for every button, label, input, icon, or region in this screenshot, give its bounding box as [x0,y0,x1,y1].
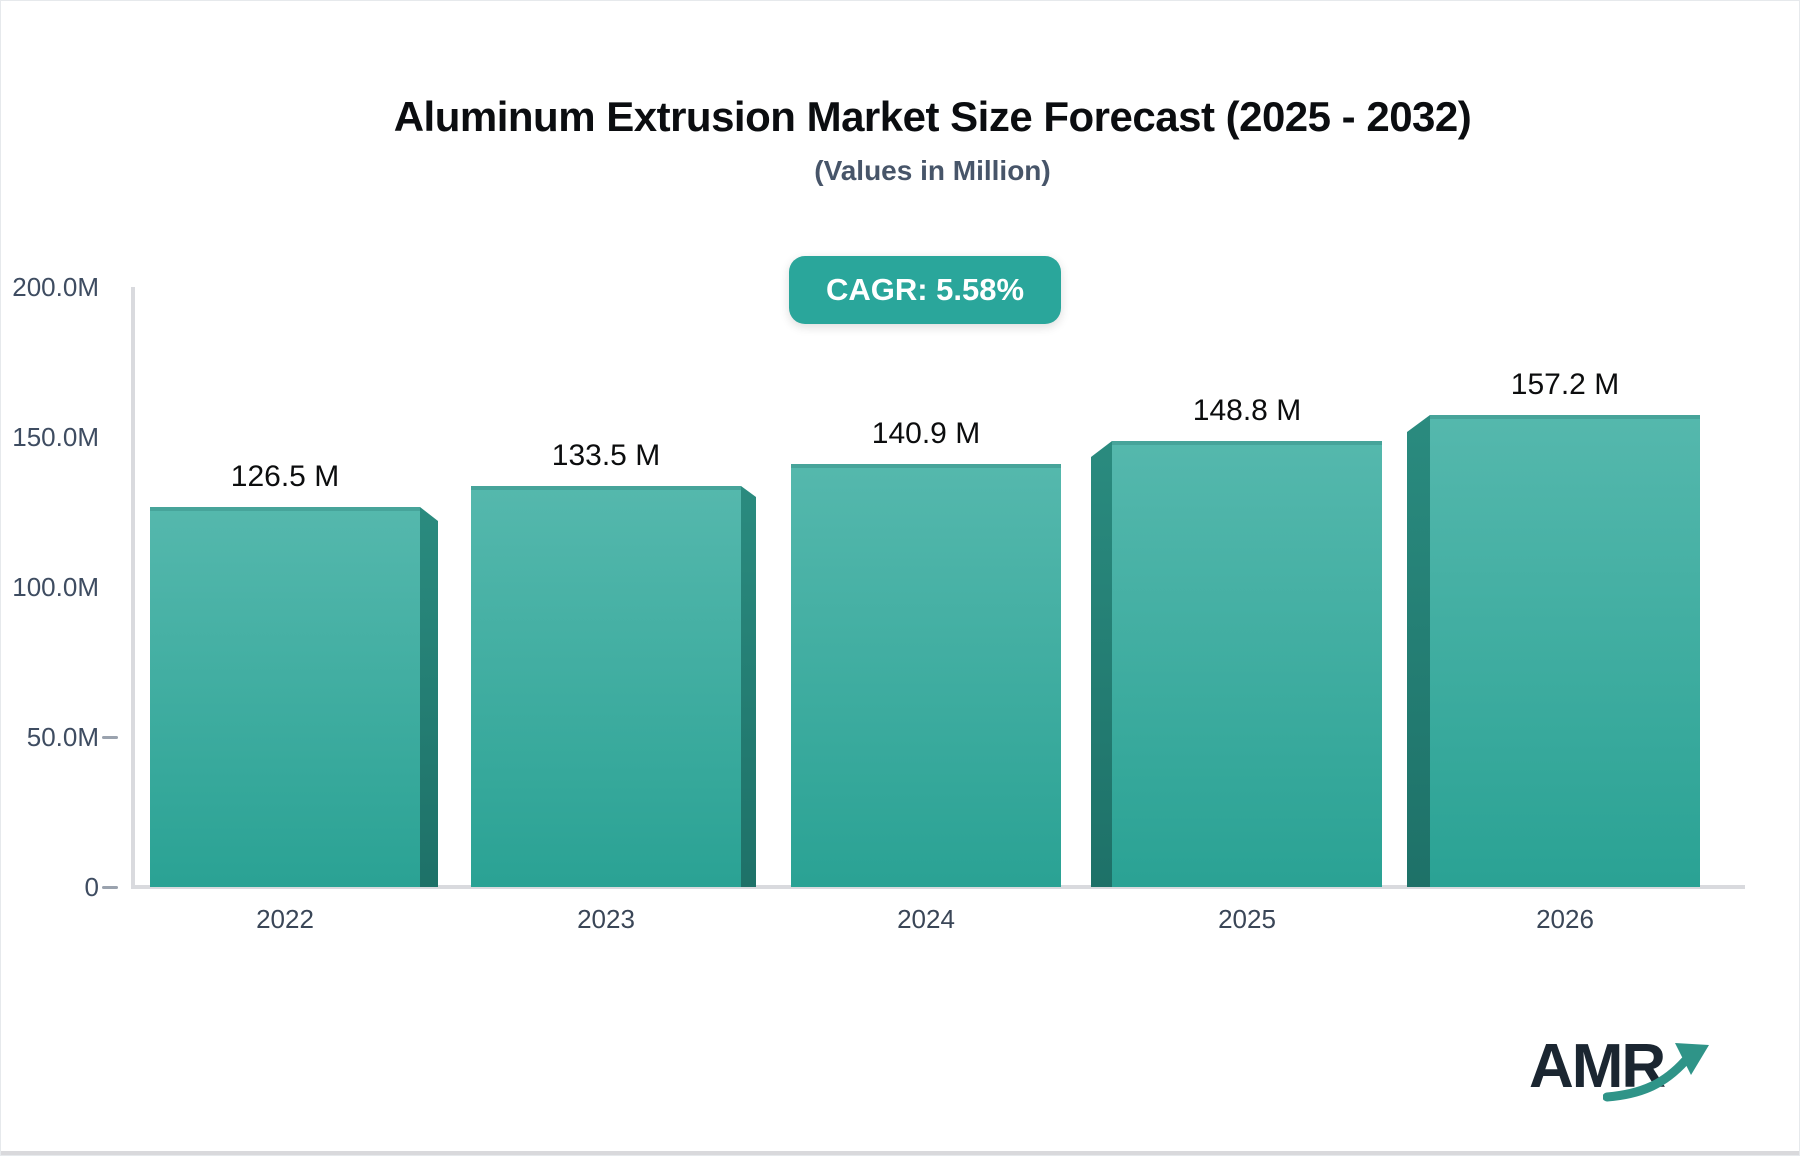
bar-value-label: 148.8 M [1192,394,1302,427]
y-tick-dash [102,736,118,739]
y-tick-label: 150.0M [12,422,99,452]
x-tick-label: 2022 [256,904,314,934]
y-tick-label: 0 [84,872,99,902]
cagr-badge: CAGR: 5.58% [789,256,1061,324]
y-tick-dash [102,886,118,889]
amr-logo: AMR [1529,1031,1719,1111]
bar [791,464,1061,887]
bar-side-face [1407,415,1430,887]
bar-value-label: 157.2 M [1510,368,1620,401]
chart-title: Aluminum Extrusion Market Size Forecast … [393,93,1472,140]
bar [1430,415,1700,887]
bar-side-face [741,486,756,887]
bar-value-label: 133.5 M [551,439,661,472]
chart-header: Aluminum Extrusion Market Size Forecast … [66,93,1799,187]
x-tick-label: 2024 [897,904,955,934]
bar-side-face [1091,441,1112,887]
y-axis-line [131,287,135,888]
bar-value-label: 140.9 M [871,417,981,450]
x-tick-label: 2023 [577,904,635,934]
y-tick-label: 200.0M [12,272,99,302]
x-axis-baseline [131,885,1745,889]
x-tick-label: 2025 [1218,904,1276,934]
growth-arrow-icon [1603,1043,1709,1102]
bottom-border [1,1151,1799,1155]
x-tick-label: 2026 [1536,904,1594,934]
chart-subtitle: (Values in Million) [814,155,1051,186]
bar-value-label: 126.5 M [230,460,340,493]
bar-side-face [420,507,438,887]
bar [150,507,420,887]
bar [471,486,741,887]
y-tick-label: 100.0M [12,572,99,602]
bar [1112,441,1382,887]
y-tick-label: 50.0M [26,722,99,752]
